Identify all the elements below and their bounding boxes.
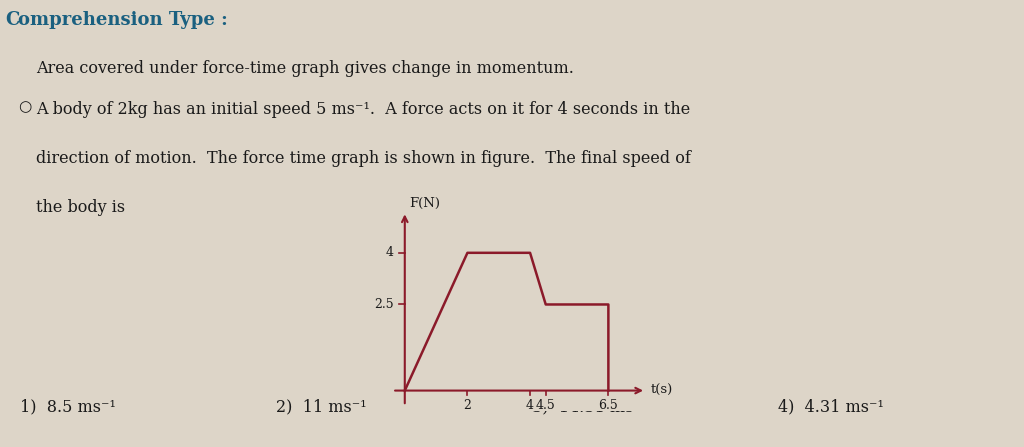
Text: the body is: the body is xyxy=(36,199,125,216)
Text: 4: 4 xyxy=(526,399,535,412)
Text: 2.5: 2.5 xyxy=(374,298,394,311)
Text: A body of 2kg has an initial speed 5 ms⁻¹.  A force acts on it for 4 seconds in : A body of 2kg has an initial speed 5 ms⁻… xyxy=(36,101,690,118)
Text: ○: ○ xyxy=(18,101,32,114)
Text: 6.5: 6.5 xyxy=(598,399,618,412)
Text: t(s): t(s) xyxy=(650,384,673,397)
Text: 2: 2 xyxy=(464,399,471,412)
Text: 4.5: 4.5 xyxy=(536,399,556,412)
Text: Area covered under force-time graph gives change in momentum.: Area covered under force-time graph give… xyxy=(36,60,573,77)
Text: 2)  11 ms⁻¹: 2) 11 ms⁻¹ xyxy=(276,399,368,416)
Text: 3)  14.31 ms⁻¹: 3) 14.31 ms⁻¹ xyxy=(532,399,649,416)
Text: 4)  4.31 ms⁻¹: 4) 4.31 ms⁻¹ xyxy=(778,399,884,416)
Text: 1)  8.5 ms⁻¹: 1) 8.5 ms⁻¹ xyxy=(20,399,117,416)
Text: 4: 4 xyxy=(386,246,394,259)
Text: C: C xyxy=(5,11,19,29)
Text: omprehension Type :: omprehension Type : xyxy=(18,11,228,29)
Text: F(N): F(N) xyxy=(410,197,440,210)
Text: direction of motion.  The force time graph is shown in figure.  The final speed : direction of motion. The force time grap… xyxy=(36,150,691,167)
